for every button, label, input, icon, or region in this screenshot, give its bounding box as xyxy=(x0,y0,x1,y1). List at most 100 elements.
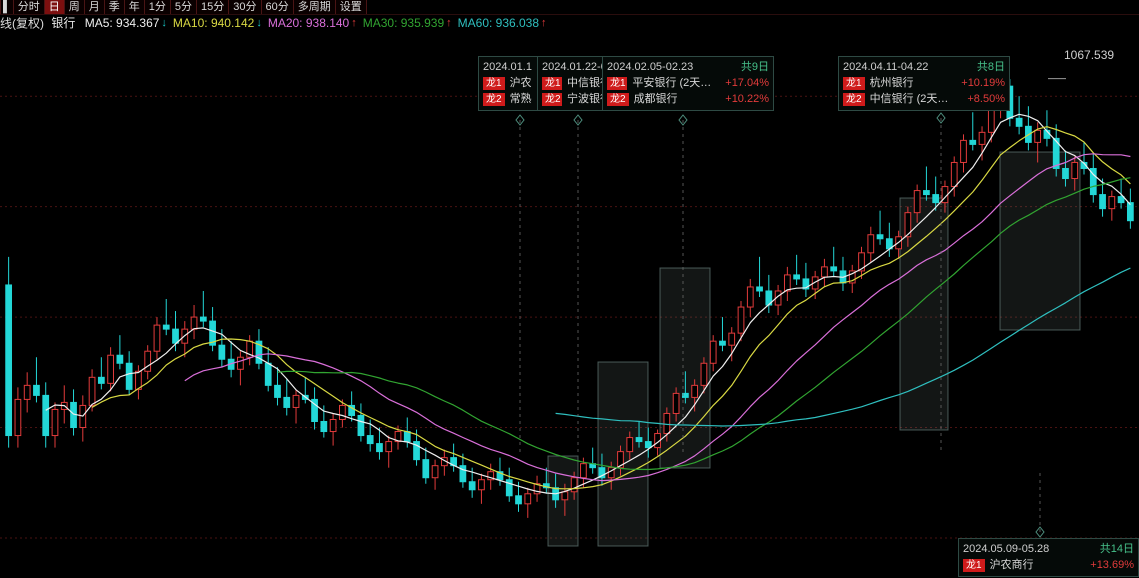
tooltip-stock-row[interactable]: 龙1 沪农 xyxy=(483,75,533,91)
candle-body xyxy=(338,404,346,420)
tooltip-date-range: 2024.01.22-0 xyxy=(542,60,603,73)
rank-badge: 龙1 xyxy=(483,76,505,90)
toolbar-btn-1min[interactable]: 1分 xyxy=(144,0,171,14)
candle-body xyxy=(737,306,745,334)
candle-body xyxy=(950,161,958,188)
ma-values-list: MA5: 934.367 ↓ MA10: 940.142 ↓ MA20: 938.140… xyxy=(79,16,547,30)
candle-body xyxy=(403,431,411,443)
tooltip-stock-row[interactable]: 龙2 中信银行 (2天… +8.50% xyxy=(843,91,1005,107)
candle-body xyxy=(1080,161,1088,169)
candle-body xyxy=(987,107,995,133)
tooltip-card-5[interactable]: 2024.05.09-05.28 共14日 龙1 沪农商行 +13.69% xyxy=(958,538,1139,577)
stock-change-percent: +10.22% xyxy=(725,92,769,105)
ma-line-ma10 xyxy=(91,126,1131,490)
candlestick-chart[interactable] xyxy=(0,32,1139,578)
tooltip-card-4[interactable]: 2024.04.11-04.22 共8日 龙1 杭州银行 +10.19% 龙2 中信银行 (… xyxy=(838,56,1010,111)
stock-name: 中信银行 (2天… xyxy=(869,92,949,105)
toolbar-btn-multiperiod[interactable]: 多周期 xyxy=(293,0,336,14)
toolbar-btn-fenshi[interactable]: 分时 xyxy=(13,0,45,14)
toolbar-btn-60min[interactable]: 60分 xyxy=(261,0,294,14)
candle-body xyxy=(719,340,726,346)
toolbar-btn-month[interactable]: 月 xyxy=(84,0,105,14)
candle-body xyxy=(700,362,708,386)
candle-body xyxy=(264,362,272,386)
tooltip-date-range: 2024.04.11-04.22 xyxy=(843,60,929,73)
candle-body xyxy=(746,286,754,308)
candle-body xyxy=(783,274,791,292)
candle-body xyxy=(422,459,430,479)
toolbar-btn-settings[interactable]: 设置 xyxy=(335,0,367,14)
toolbar-btn-day[interactable]: 日 xyxy=(44,0,65,14)
toolbar-btn-year[interactable]: 年 xyxy=(124,0,145,14)
stock-change-percent: +13.69% xyxy=(1090,558,1134,571)
candle-body xyxy=(459,465,467,483)
candle-body xyxy=(292,394,300,408)
tooltip-card-2[interactable]: 2024.01.22-0 龙1 中信银行龙2 宁波银行 xyxy=(537,56,603,111)
candle-body xyxy=(969,139,977,145)
tooltip-header-row: 2024.01.1 xyxy=(483,59,533,75)
tooltip-date-range: 2024.05.09-05.28 xyxy=(963,542,1050,555)
candle-body xyxy=(172,328,179,344)
stock-name: 常熟 xyxy=(509,92,532,105)
highlight-region xyxy=(547,455,579,547)
candle-body xyxy=(1071,161,1079,180)
candle-body xyxy=(515,495,522,505)
chart-canvas xyxy=(0,78,1139,547)
top-toolbar: ▌ 分时日周月季年 1分 5分 15分 30分 60分 多周期 设置 xyxy=(0,0,1139,15)
candle-body xyxy=(561,491,569,501)
candle-body xyxy=(116,354,124,364)
toolbar-btn-quarter[interactable]: 季 xyxy=(104,0,125,14)
candle-body xyxy=(932,194,940,204)
high-price-label: 1067.539 xyxy=(1064,48,1115,62)
candle-body xyxy=(23,384,31,400)
candle-body xyxy=(199,316,207,322)
tooltip-stock-row[interactable]: 龙2 宁波银行 xyxy=(542,91,602,107)
candle-body xyxy=(125,362,133,390)
candle-body xyxy=(728,332,736,346)
rank-badge: 龙2 xyxy=(542,92,562,106)
rank-badge: 龙1 xyxy=(607,76,628,90)
candle-body xyxy=(14,398,22,437)
rank-badge: 龙2 xyxy=(607,92,629,106)
tooltip-stock-row[interactable]: 龙2 常熟 xyxy=(483,91,533,107)
toolbar-btn-30min[interactable]: 30分 xyxy=(229,0,262,14)
tooltip-card-1[interactable]: 2024.01.1 龙1 沪农 龙2 常熟 xyxy=(478,56,538,111)
rank-badge: 龙2 xyxy=(483,92,505,106)
candle-body xyxy=(960,139,967,163)
candle-body xyxy=(830,266,838,272)
toolbar-btn-week[interactable]: 周 xyxy=(64,0,85,14)
candle-body xyxy=(709,340,717,364)
candle-body xyxy=(413,441,420,461)
candle-body xyxy=(978,131,986,145)
tooltip-stock-row[interactable]: 龙1 平安银行 (2天… +17.04% xyxy=(607,75,769,91)
candle-body xyxy=(329,418,337,433)
stock-name: 沪农 xyxy=(509,76,532,89)
tooltip-leader-marker xyxy=(678,114,688,126)
ma-arrow-ma10: ↓ xyxy=(256,17,262,30)
toolbar-btn-15min[interactable]: 15分 xyxy=(197,0,230,14)
tooltip-stock-row[interactable]: 龙1 沪农商行 +13.69% xyxy=(963,557,1134,573)
candle-body xyxy=(153,324,161,352)
candle-body xyxy=(533,483,541,495)
tooltip-leader-marker xyxy=(1035,526,1045,538)
candle-body xyxy=(1117,196,1125,204)
tooltip-stock-row[interactable]: 龙2 成都银行 +10.22% xyxy=(607,91,769,107)
candle-body xyxy=(144,350,152,372)
ma-arrow-ma30: ↑ xyxy=(446,17,452,30)
ma-line-ma30 xyxy=(277,177,1131,471)
tooltip-stock-row[interactable]: 龙1 中信银行 xyxy=(542,75,602,91)
tooltip-card-3[interactable]: 2024.02.05-02.23 共9日 龙1 平安银行 (2天… +17.04% 龙2 成… xyxy=(602,56,774,111)
candle-body xyxy=(51,408,59,437)
toolbar-btn-left-edge[interactable]: ▌ xyxy=(0,0,14,14)
ma-line-ma20 xyxy=(184,153,1131,482)
candle-body xyxy=(487,471,495,481)
candle-body xyxy=(5,284,13,437)
tooltip-stock-row[interactable]: 龙1 杭州银行 +10.19% xyxy=(843,75,1005,91)
ma-value-ma60: MA60: 936.038 xyxy=(457,16,540,31)
toolbar-btn-5min[interactable]: 5分 xyxy=(170,0,198,14)
candle-body xyxy=(190,316,198,330)
candle-body xyxy=(635,437,643,443)
candle-body xyxy=(107,354,114,384)
ma-arrow-ma60: ↑ xyxy=(541,17,547,30)
candle-body xyxy=(394,431,402,443)
